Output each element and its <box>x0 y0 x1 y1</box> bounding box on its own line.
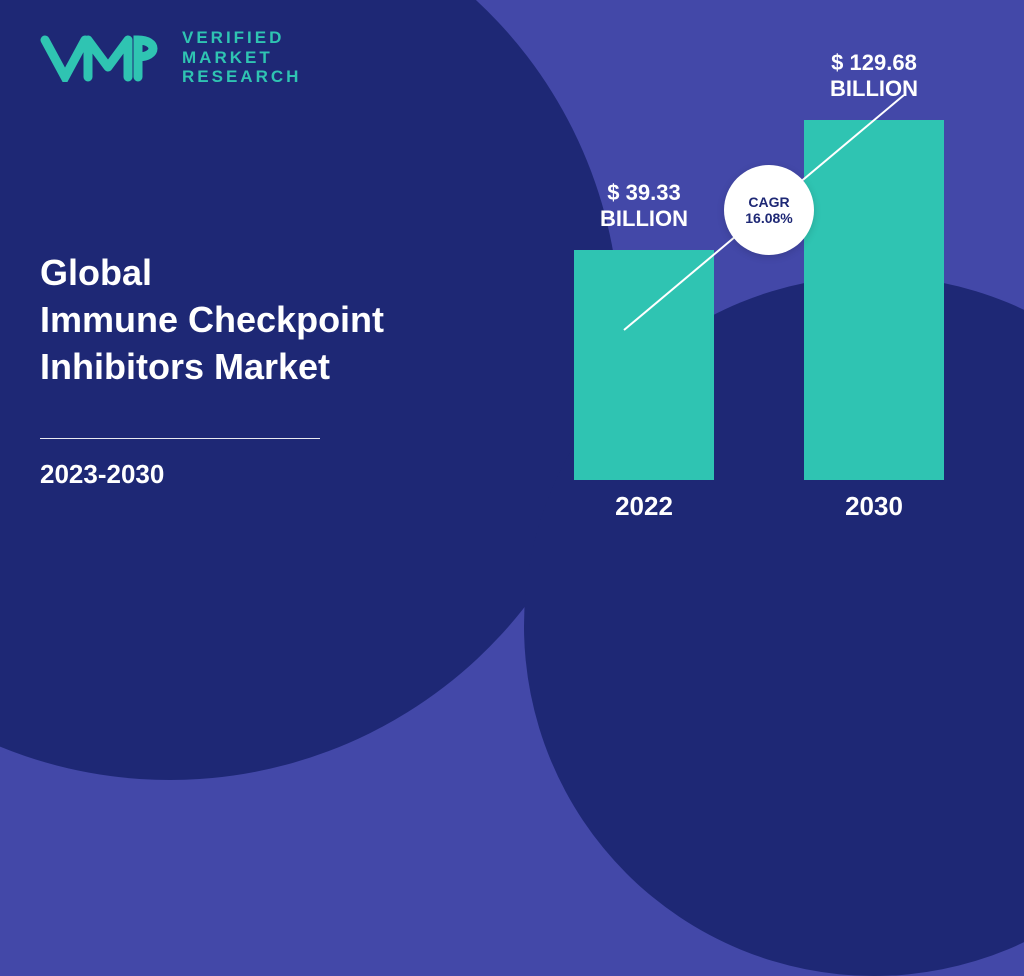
bar-2030 <box>804 120 944 480</box>
title-line3: Inhibitors Market <box>40 344 384 391</box>
brand-name-line3: RESEARCH <box>182 67 301 87</box>
report-title: Global Immune Checkpoint Inhibitors Mark… <box>40 250 384 390</box>
cagr-badge: CAGR 16.08% <box>724 165 814 255</box>
title-block: Global Immune Checkpoint Inhibitors Mark… <box>40 250 384 490</box>
vmr-logo-icon <box>40 32 170 82</box>
bar-2030-value-unit: BILLION <box>804 76 944 102</box>
bar-2022 <box>574 250 714 480</box>
bar-2030-value-amount: $ 129.68 <box>804 50 944 76</box>
title-line2: Immune Checkpoint <box>40 297 384 344</box>
bar-chart: $ 39.33 BILLION 2022 $ 129.68 BILLION 20… <box>544 30 984 530</box>
brand-name-line2: MARKET <box>182 48 301 68</box>
brand-logo: VERIFIED MARKET RESEARCH <box>40 28 301 87</box>
bar-2022-year: 2022 <box>574 491 714 522</box>
brand-name-line1: VERIFIED <box>182 28 301 48</box>
bar-2030-value: $ 129.68 BILLION <box>804 50 944 103</box>
cagr-value: 16.08% <box>745 210 792 226</box>
brand-name: VERIFIED MARKET RESEARCH <box>182 28 301 87</box>
bar-2022-value: $ 39.33 BILLION <box>574 180 714 233</box>
title-divider <box>40 438 320 439</box>
bar-2030-year: 2030 <box>804 491 944 522</box>
bar-2022-value-unit: BILLION <box>574 206 714 232</box>
cagr-label: CAGR <box>748 194 789 210</box>
bar-2022-value-amount: $ 39.33 <box>574 180 714 206</box>
title-line1: Global <box>40 250 384 297</box>
forecast-period: 2023-2030 <box>40 459 384 490</box>
